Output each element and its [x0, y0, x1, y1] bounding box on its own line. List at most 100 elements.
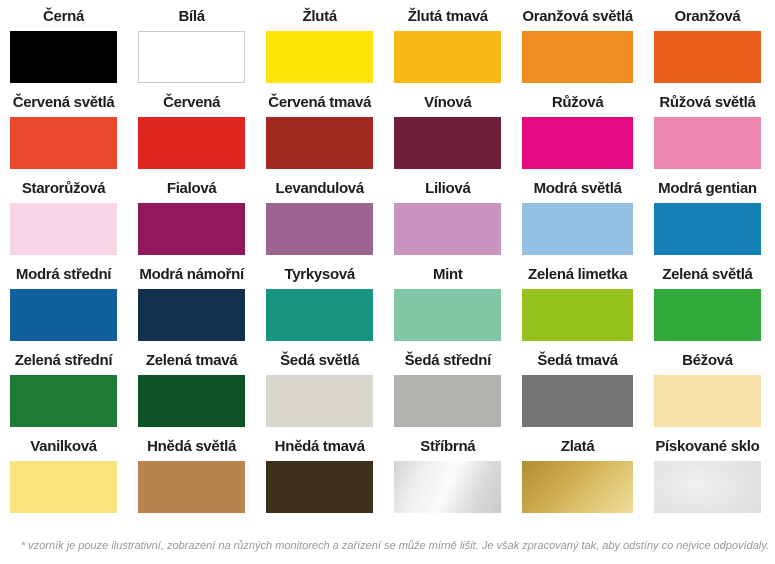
swatch-label-cervena: Červená: [163, 94, 221, 111]
swatch-cell-modra-gentian: Modrá gentian: [653, 178, 761, 255]
swatch-color-hneda-tmava: [266, 461, 374, 513]
swatch-color-fialova: [138, 203, 246, 255]
swatch-label-zluta-tmava: Žlutá tmavá: [407, 8, 488, 25]
swatch-label-bila: Bílá: [178, 8, 205, 25]
swatch-color-oranzova-svetla: [522, 31, 633, 83]
swatch-color-cervena-svetla: [10, 117, 118, 169]
swatch-label-seda-stredni: Šedá střední: [404, 352, 492, 369]
swatch-color-zluta: [266, 31, 374, 83]
swatch-color-stribrna: [394, 461, 502, 513]
swatch-label-liliova: Liliová: [425, 180, 471, 197]
swatch-label-hneda-svetla: Hnědá světlá: [147, 438, 237, 455]
swatch-color-ruzova-svetla: [653, 117, 761, 169]
swatch-label-piskovane-sklo: Pískované sklo: [655, 438, 760, 455]
swatch-color-tyrkysova: [266, 289, 374, 341]
swatch-cell-vanilkova: Vanilková: [10, 436, 118, 513]
swatch-cell-hneda-svetla: Hnědá světlá: [138, 436, 246, 513]
swatch-color-cervena: [138, 117, 246, 169]
swatch-color-modra-gentian: [653, 203, 761, 255]
swatch-color-hneda-svetla: [138, 461, 246, 513]
swatch-label-bezova: Béžová: [682, 352, 733, 369]
swatch-cell-zelena-stredni: Zelená střední: [10, 350, 118, 427]
swatch-label-tyrkysova: Tyrkysová: [284, 266, 356, 283]
swatch-label-ruzova-svetla: Růžová světlá: [659, 94, 756, 111]
swatch-cell-liliova: Liliová: [394, 178, 502, 255]
swatch-color-zluta-tmava: [394, 31, 502, 83]
swatch-cell-mint: Mint: [394, 264, 502, 341]
swatch-color-levandulova: [266, 203, 374, 255]
swatch-cell-modra-stredni: Modrá střední: [10, 264, 118, 341]
swatch-grid: Černá Bílá Žlutá Žlutá tmavá Oranžová světlá…: [10, 6, 761, 513]
swatch-cell-cervena: Červená: [138, 92, 246, 169]
swatch-label-ruzova: Růžová: [551, 94, 604, 111]
swatch-label-modra-svetla: Modrá světlá: [533, 180, 622, 197]
swatch-cell-seda-stredni: Šedá střední: [394, 350, 502, 427]
swatch-cell-cervena-svetla: Červená světlá: [10, 92, 118, 169]
swatch-cell-zelena-tmava: Zelená tmavá: [138, 350, 246, 427]
swatch-cell-modra-svetla: Modrá světlá: [522, 178, 633, 255]
swatch-cell-bila: Bílá: [138, 6, 246, 83]
swatch-cell-modra-namorni: Modrá námořní: [138, 264, 246, 341]
swatch-cell-bezova: Béžová: [653, 350, 761, 427]
swatch-color-modra-svetla: [522, 203, 633, 255]
swatch-label-cervena-tmava: Červená tmavá: [268, 94, 372, 111]
swatch-label-cervena-svetla: Červená světlá: [12, 94, 115, 111]
swatch-label-hneda-tmava: Hnědá tmavá: [274, 438, 365, 455]
swatch-color-zelena-stredni: [10, 375, 118, 427]
swatch-color-zelena-tmava: [138, 375, 246, 427]
swatch-cell-seda-svetla: Šedá světlá: [266, 350, 374, 427]
swatch-label-seda-tmava: Šedá tmavá: [537, 352, 618, 369]
swatch-color-ruzova: [522, 117, 633, 169]
swatch-cell-piskovane-sklo: Pískované sklo: [653, 436, 761, 513]
swatch-label-oranzova-svetla: Oranžová světlá: [522, 8, 633, 25]
swatch-cell-cerna: Černá: [10, 6, 118, 83]
swatch-cell-oranzova-svetla: Oranžová světlá: [522, 6, 633, 83]
swatch-cell-zelena-svetla: Zelená světlá: [653, 264, 761, 341]
swatch-color-liliova: [394, 203, 502, 255]
swatch-label-cerna: Černá: [43, 8, 85, 25]
swatch-color-zelena-limetka: [522, 289, 633, 341]
swatch-cell-tyrkysova: Tyrkysová: [266, 264, 374, 341]
swatch-cell-oranzova: Oranžová: [653, 6, 761, 83]
swatch-label-modra-stredni: Modrá střední: [15, 266, 112, 283]
swatch-label-oranzova: Oranžová: [674, 8, 741, 25]
footer-disclaimer: * vzorník je pouze ilustrativní, zobraze…: [20, 540, 769, 552]
swatch-cell-fialova: Fialová: [138, 178, 246, 255]
swatch-label-modra-namorni: Modrá námořní: [139, 266, 244, 283]
swatch-color-staroruzova: [10, 203, 118, 255]
swatch-cell-zlata: Zlatá: [522, 436, 633, 513]
swatch-label-vinova: Vínová: [424, 94, 472, 111]
swatch-color-bezova: [653, 375, 761, 427]
swatch-color-cervena-tmava: [266, 117, 374, 169]
swatch-color-zlata: [522, 461, 633, 513]
swatch-label-seda-svetla: Šedá světlá: [280, 352, 360, 369]
swatch-color-piskovane-sklo: [653, 461, 761, 513]
swatch-label-stribrna: Stříbrná: [420, 438, 476, 455]
swatch-color-mint: [394, 289, 502, 341]
swatch-color-zelena-svetla: [653, 289, 761, 341]
swatch-cell-cervena-tmava: Červená tmavá: [266, 92, 374, 169]
swatch-label-staroruzova: Starorůžová: [21, 180, 106, 197]
swatch-color-modra-namorni: [138, 289, 246, 341]
swatch-label-levandulova: Levandulová: [275, 180, 365, 197]
swatch-label-zelena-svetla: Zelená světlá: [662, 266, 753, 283]
swatch-cell-hneda-tmava: Hnědá tmavá: [266, 436, 374, 513]
swatch-label-zelena-stredni: Zelená střední: [14, 352, 113, 369]
swatch-label-zluta: Žlutá: [302, 8, 338, 25]
swatch-cell-staroruzova: Starorůžová: [10, 178, 118, 255]
swatch-cell-zelena-limetka: Zelená limetka: [522, 264, 633, 341]
swatch-label-fialova: Fialová: [166, 180, 217, 197]
swatch-cell-ruzova: Růžová: [522, 92, 633, 169]
swatch-label-zelena-tmava: Zelená tmavá: [145, 352, 238, 369]
swatch-cell-seda-tmava: Šedá tmavá: [522, 350, 633, 427]
swatch-cell-stribrna: Stříbrná: [394, 436, 502, 513]
swatch-color-seda-svetla: [266, 375, 374, 427]
swatch-color-bila: [138, 31, 246, 83]
swatch-label-mint: Mint: [432, 266, 463, 283]
swatch-cell-ruzova-svetla: Růžová světlá: [653, 92, 761, 169]
swatch-color-vinova: [394, 117, 502, 169]
swatch-color-modra-stredni: [10, 289, 118, 341]
swatch-label-zlata: Zlatá: [560, 438, 595, 455]
swatch-label-zelena-limetka: Zelená limetka: [528, 266, 628, 283]
